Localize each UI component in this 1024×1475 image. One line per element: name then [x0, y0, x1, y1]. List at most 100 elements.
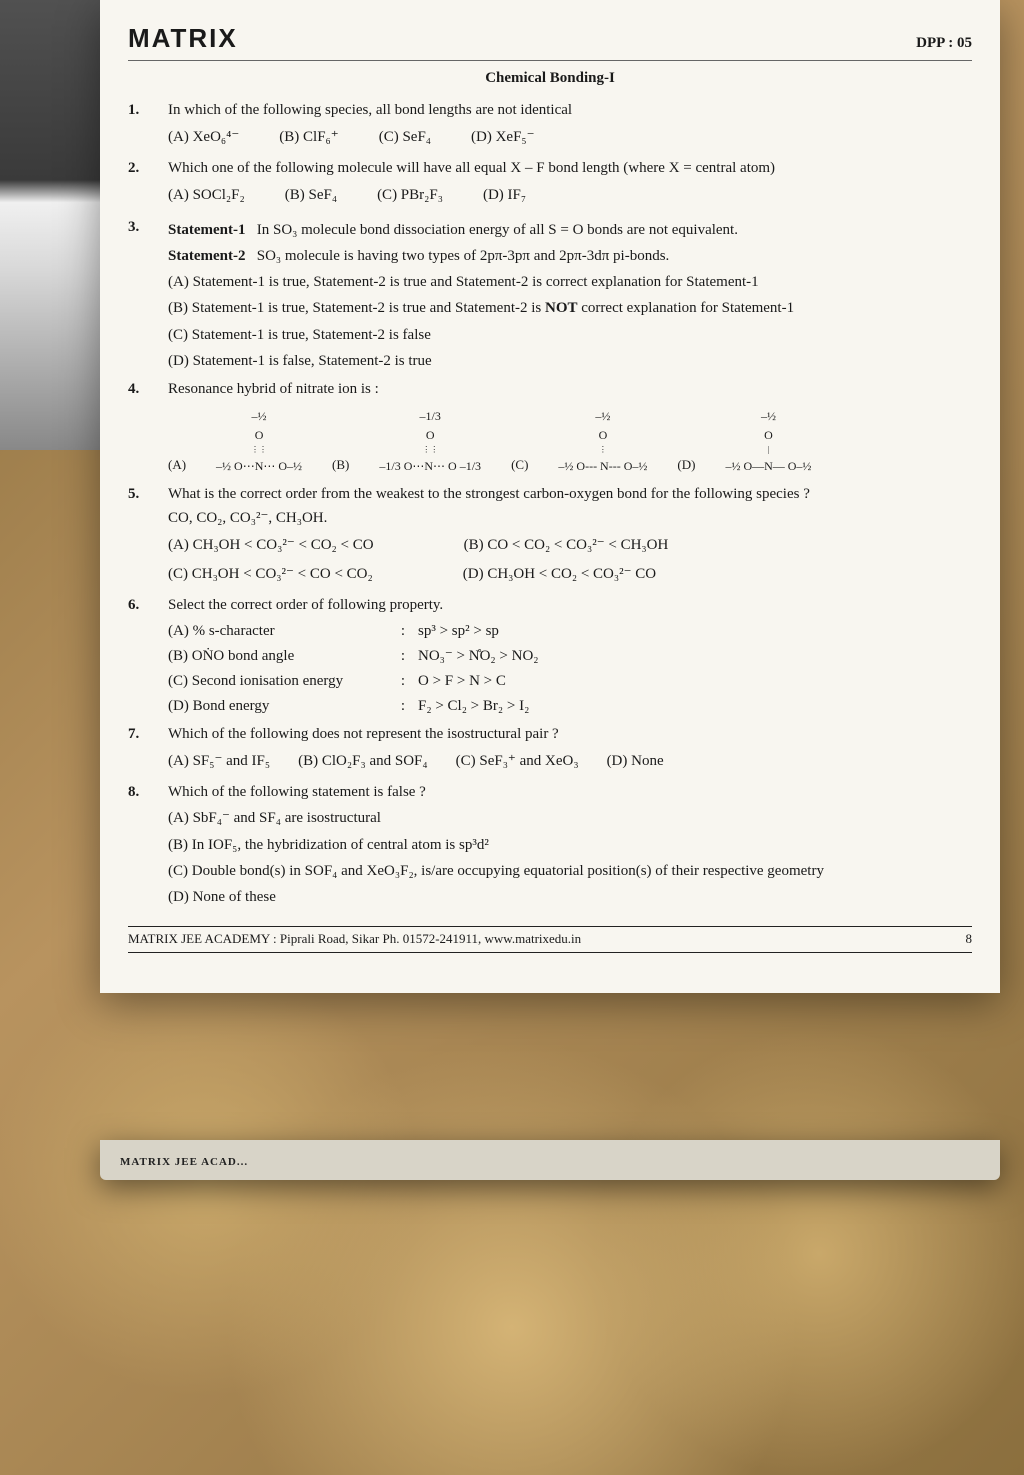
property-value: F₂ > Cl₂ > Br₂ > I₂: [418, 695, 529, 718]
question: 2. Which one of the following molecule w…: [128, 157, 972, 214]
question-number: 4.: [128, 378, 168, 481]
question-number: 8.: [128, 781, 168, 912]
question: 1. In which of the following species, al…: [128, 99, 972, 156]
option: (D) Statement-1 is false, Statement-2 is…: [168, 350, 972, 373]
option: (B) CO < CO₂ < CO₃²⁻ < CH₃OH: [464, 534, 669, 557]
question-number: 7.: [128, 723, 168, 780]
structure-bottom: –1/3 O⋯N⋯ O –1/3: [379, 457, 481, 476]
statement-2: Statement-2 SO₃ molecule is having two t…: [168, 245, 972, 268]
option: (C) PBr₂F₃: [377, 184, 443, 207]
question: 7. Which of the following does not repre…: [128, 723, 972, 780]
property-value: NO₃⁻ > N̊O₂ > NO₂: [418, 645, 539, 668]
charge-top: –1/3: [379, 407, 481, 426]
structure-a: –½ O ⋮⋮ –½ O⋯N⋯ O–½: [216, 407, 302, 475]
colon-sep: :: [388, 620, 418, 643]
structure-c: –½ O ⋮ –½ O--- N--- O–½: [558, 407, 647, 475]
option: (D) None: [607, 750, 664, 773]
header-row: MATRIX DPP : 05: [128, 18, 972, 61]
option: (A) SbF₄⁻ and SF₄ are isostructural: [168, 807, 972, 830]
property-row: (D) Bond energy : F₂ > Cl₂ > Br₂ > I₂: [168, 695, 972, 718]
structure-bottom: –½ O--- N--- O–½: [558, 457, 647, 476]
atom-o: O: [379, 426, 481, 445]
question-text: What is the correct order from the weake…: [168, 483, 972, 506]
question-number: 5.: [128, 483, 168, 592]
property-row: (A) % s-character : sp³ > sp² > sp: [168, 620, 972, 643]
worksheet-paper: MATRIX DPP : 05 Chemical Bonding-I 1. In…: [100, 0, 1000, 993]
question-number: 1.: [128, 99, 168, 156]
logo-text: MATRIX: [128, 18, 238, 58]
statement-text: SO₃ molecule is having two types of 2pπ-…: [257, 248, 670, 264]
option: (A) SOCl₂F₂: [168, 184, 245, 207]
option: (C) SeF₃⁺ and XeO₃: [456, 750, 579, 773]
property-label: (D) Bond energy: [168, 695, 388, 718]
option: (A) CH₃OH < CO₃²⁻ < CO₂ < CO: [168, 534, 374, 557]
question-text: Select the correct order of following pr…: [168, 594, 972, 617]
option: (D) CH₃OH < CO₂ < CO₃²⁻ CO: [463, 563, 656, 586]
question-text: Which of the following does not represen…: [168, 723, 972, 746]
page-number: 8: [966, 929, 973, 949]
statement-1: Statement-1 In SO₃ molecule bond dissoci…: [168, 219, 972, 242]
resonance-diagrams: (A) –½ O ⋮⋮ –½ O⋯N⋯ O–½ (B) –1/3 O ⋮⋮ –1…: [168, 407, 972, 475]
option: (B) ClF₆⁺: [279, 126, 338, 149]
atom-o: O: [216, 426, 302, 445]
option: (B) In IOF₅, the hybridization of centra…: [168, 834, 972, 857]
option: (A) XeO₆⁴⁻: [168, 126, 239, 149]
diagram-label: (C): [511, 455, 528, 475]
property-value: sp³ > sp² > sp: [418, 620, 499, 643]
colon-sep: :: [388, 670, 418, 693]
question: 5. What is the correct order from the we…: [128, 483, 972, 592]
question-text: Which one of the following molecule will…: [168, 157, 972, 180]
property-row: (B) OṄO bond angle : NO₃⁻ > N̊O₂ > NO₂: [168, 645, 972, 668]
statement-text: In SO₃ molecule bond dissociation energy…: [257, 222, 738, 238]
structure-bottom: –½ O—N— O–½: [725, 457, 811, 476]
atom-o: O: [725, 426, 811, 445]
property-row: (C) Second ionisation energy : O > F > N…: [168, 670, 972, 693]
atom-o: O: [558, 426, 647, 445]
statement-label: Statement-2: [168, 248, 245, 264]
diagram-a: (A): [168, 455, 186, 475]
structure-d: –½ O | –½ O—N— O–½: [725, 407, 811, 475]
structure-bottom: –½ O⋯N⋯ O–½: [216, 457, 302, 476]
question-text: In which of the following species, all b…: [168, 99, 972, 122]
option: (C) Double bond(s) in SOF₄ and XeO₃F₂, i…: [168, 860, 972, 883]
charge-top: –½: [558, 407, 647, 426]
option: (A) SF₅⁻ and IF₅: [168, 750, 270, 773]
property-label: (B) OṄO bond angle: [168, 645, 388, 668]
chapter-title: Chemical Bonding-I: [128, 67, 972, 90]
charge-top: –½: [725, 407, 811, 426]
option: (C) Statement-1 is true, Statement-2 is …: [168, 324, 972, 347]
diagram-c: (C): [511, 455, 528, 475]
charge-top: –½: [216, 407, 302, 426]
diagram-label: (B): [332, 455, 349, 475]
option: (D) None of these: [168, 886, 972, 909]
option: (D) IF₇: [483, 184, 526, 207]
diagram-b: (B): [332, 455, 349, 475]
question-number: 2.: [128, 157, 168, 214]
question: 3. Statement-1 In SO₃ molecule bond diss…: [128, 216, 972, 377]
question-number: 3.: [128, 216, 168, 377]
dpp-label: DPP : 05: [916, 32, 972, 55]
question-number: 6.: [128, 594, 168, 720]
footer-left: MATRIX JEE ACADEMY : Piprali Road, Sikar…: [128, 929, 581, 949]
diagram-label: (A): [168, 455, 186, 475]
option: (D) XeF₅⁻: [471, 126, 535, 149]
colon-sep: :: [388, 695, 418, 718]
footer: MATRIX JEE ACADEMY : Piprali Road, Sikar…: [128, 926, 972, 952]
spine-label: MATRIX JEE ACAD...: [120, 1156, 248, 1168]
colon-sep: :: [388, 645, 418, 668]
question-text: Resonance hybrid of nitrate ion is :: [168, 378, 972, 401]
question: 6. Select the correct order of following…: [128, 594, 972, 720]
statement-label: Statement-1: [168, 222, 245, 238]
option: (B) ClO₂F₃ and SOF₄: [298, 750, 427, 773]
photo-strip-left: [0, 0, 110, 450]
question: 4. Resonance hybrid of nitrate ion is : …: [128, 378, 972, 481]
diagram-d: (D): [677, 455, 695, 475]
option: (A) Statement-1 is true, Statement-2 is …: [168, 271, 972, 294]
question-extra: CO, CO₂, CO₃²⁻, CH₃OH.: [168, 507, 972, 530]
property-label: (C) Second ionisation energy: [168, 670, 388, 693]
option: (B) Statement-1 is true, Statement-2 is …: [168, 297, 972, 320]
question-text: Which of the following statement is fals…: [168, 781, 972, 804]
diagram-label: (D): [677, 455, 695, 475]
property-value: O > F > N > C: [418, 670, 506, 693]
option: (C) CH₃OH < CO₃²⁻ < CO < CO₂: [168, 563, 373, 586]
